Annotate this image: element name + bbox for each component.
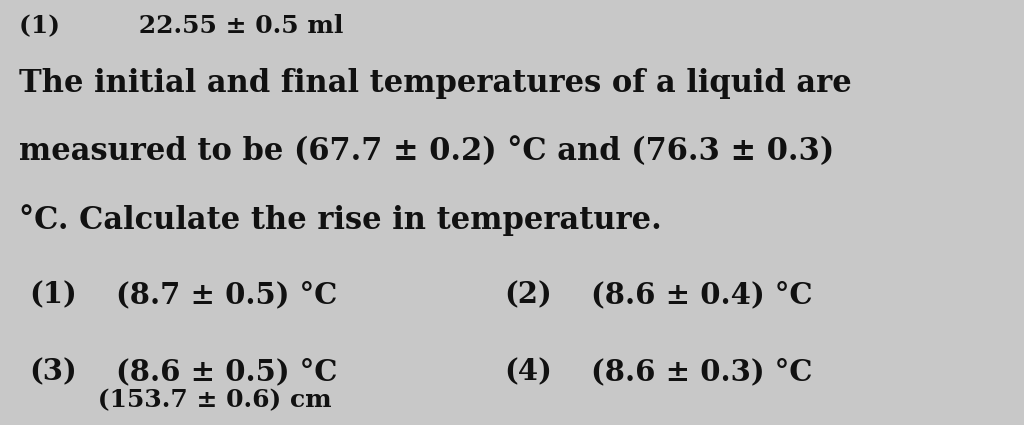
Text: (8.6 ± 0.5) °C: (8.6 ± 0.5) °C [117,357,338,386]
Text: (8.6 ± 0.3) °C: (8.6 ± 0.3) °C [591,357,812,386]
Text: (4): (4) [504,357,552,386]
Text: The initial and final temperatures of a liquid are: The initial and final temperatures of a … [19,68,852,99]
Text: measured to be (67.7 ± 0.2) °C and (76.3 ± 0.3): measured to be (67.7 ± 0.2) °C and (76.3… [19,136,835,167]
Text: (1)         22.55 ± 0.5 ml: (1) 22.55 ± 0.5 ml [19,13,344,37]
Text: (3): (3) [29,357,77,386]
Text: (8.7 ± 0.5) °C: (8.7 ± 0.5) °C [117,280,338,309]
Text: (2): (2) [504,280,552,309]
Text: °C. Calculate the rise in temperature.: °C. Calculate the rise in temperature. [19,204,663,236]
Text: (153.7 ± 0.6) cm: (153.7 ± 0.6) cm [19,388,332,412]
Text: (8.6 ± 0.4) °C: (8.6 ± 0.4) °C [591,280,813,309]
Text: (1): (1) [29,280,77,309]
